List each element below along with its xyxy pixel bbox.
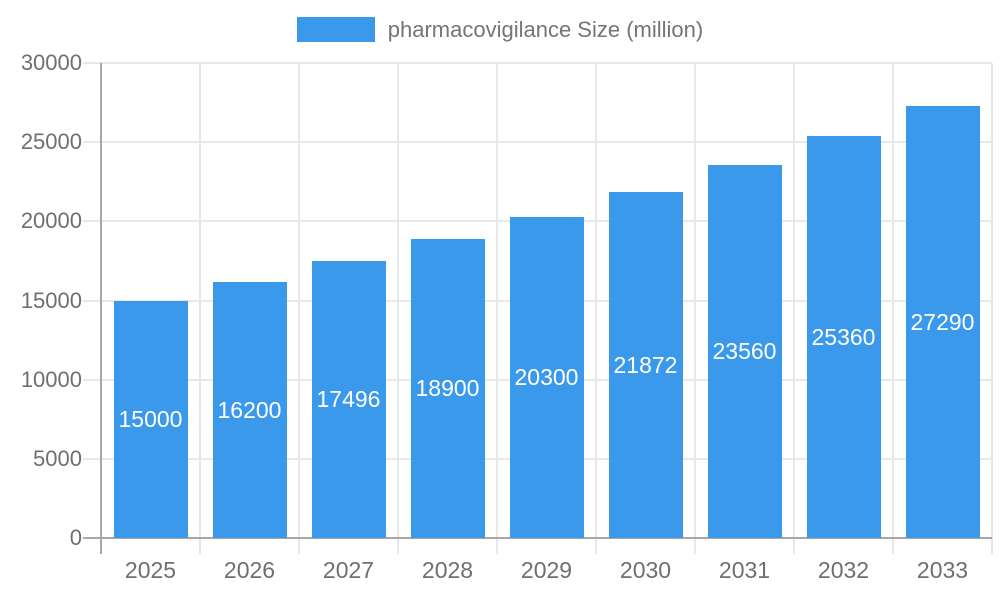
bar-value-label: 27290 — [910, 308, 975, 335]
x-axis-line — [83, 537, 992, 539]
x-gridline — [595, 63, 597, 554]
x-axis-tick-label: 2033 — [916, 557, 969, 583]
legend-swatch — [296, 17, 375, 42]
x-axis-tick-label: 2030 — [619, 557, 672, 583]
bar-value-label: 25360 — [811, 324, 876, 351]
bar — [113, 300, 188, 538]
bar — [806, 136, 881, 538]
x-gridline — [397, 63, 399, 554]
x-axis-tick-label: 2029 — [520, 557, 573, 583]
bar — [410, 238, 485, 538]
bar — [707, 164, 782, 538]
x-axis-tick-label: 2028 — [421, 557, 474, 583]
bar-value-label: 18900 — [415, 375, 480, 402]
y-axis-tick-label: 0 — [69, 525, 82, 550]
bar-value-label: 17496 — [316, 386, 381, 413]
y-gridline — [83, 62, 992, 64]
x-gridline — [199, 63, 201, 554]
bar — [509, 216, 584, 538]
x-axis-tick-label: 2032 — [817, 557, 870, 583]
x-gridline — [793, 63, 795, 554]
x-gridline — [298, 63, 300, 554]
bar — [212, 281, 287, 538]
y-axis-tick-label: 30000 — [20, 50, 82, 75]
bar-value-label: 15000 — [118, 406, 183, 433]
x-axis-tick-label: 2026 — [223, 557, 276, 583]
y-axis-tick-label: 20000 — [20, 208, 82, 234]
x-gridline — [496, 63, 498, 554]
legend-label: pharmacovigilance Size (million) — [387, 17, 704, 42]
bar-value-label: 20300 — [514, 364, 579, 391]
bar-value-label: 21872 — [613, 351, 678, 378]
y-axis-tick-label: 25000 — [20, 129, 82, 155]
bar — [311, 260, 386, 538]
x-gridline — [694, 63, 696, 554]
bar-value-label: 16200 — [217, 396, 282, 423]
bar-value-label: 23560 — [712, 338, 777, 365]
bar — [608, 191, 683, 538]
y-axis-tick-label: 15000 — [20, 287, 82, 313]
y-gridline — [83, 141, 992, 144]
y-axis-line — [100, 63, 102, 554]
y-axis-tick-label: 5000 — [33, 445, 82, 471]
x-gridline — [991, 63, 993, 554]
x-axis-tick-label: 2025 — [124, 557, 177, 583]
y-axis-tick-label: 10000 — [20, 366, 82, 392]
x-gridline — [892, 63, 894, 554]
x-axis-tick-label: 2031 — [718, 557, 771, 583]
x-axis-tick-label: 2027 — [322, 557, 375, 583]
legend[interactable]: pharmacovigilance Size (million) — [0, 16, 1000, 43]
bar — [905, 105, 980, 538]
